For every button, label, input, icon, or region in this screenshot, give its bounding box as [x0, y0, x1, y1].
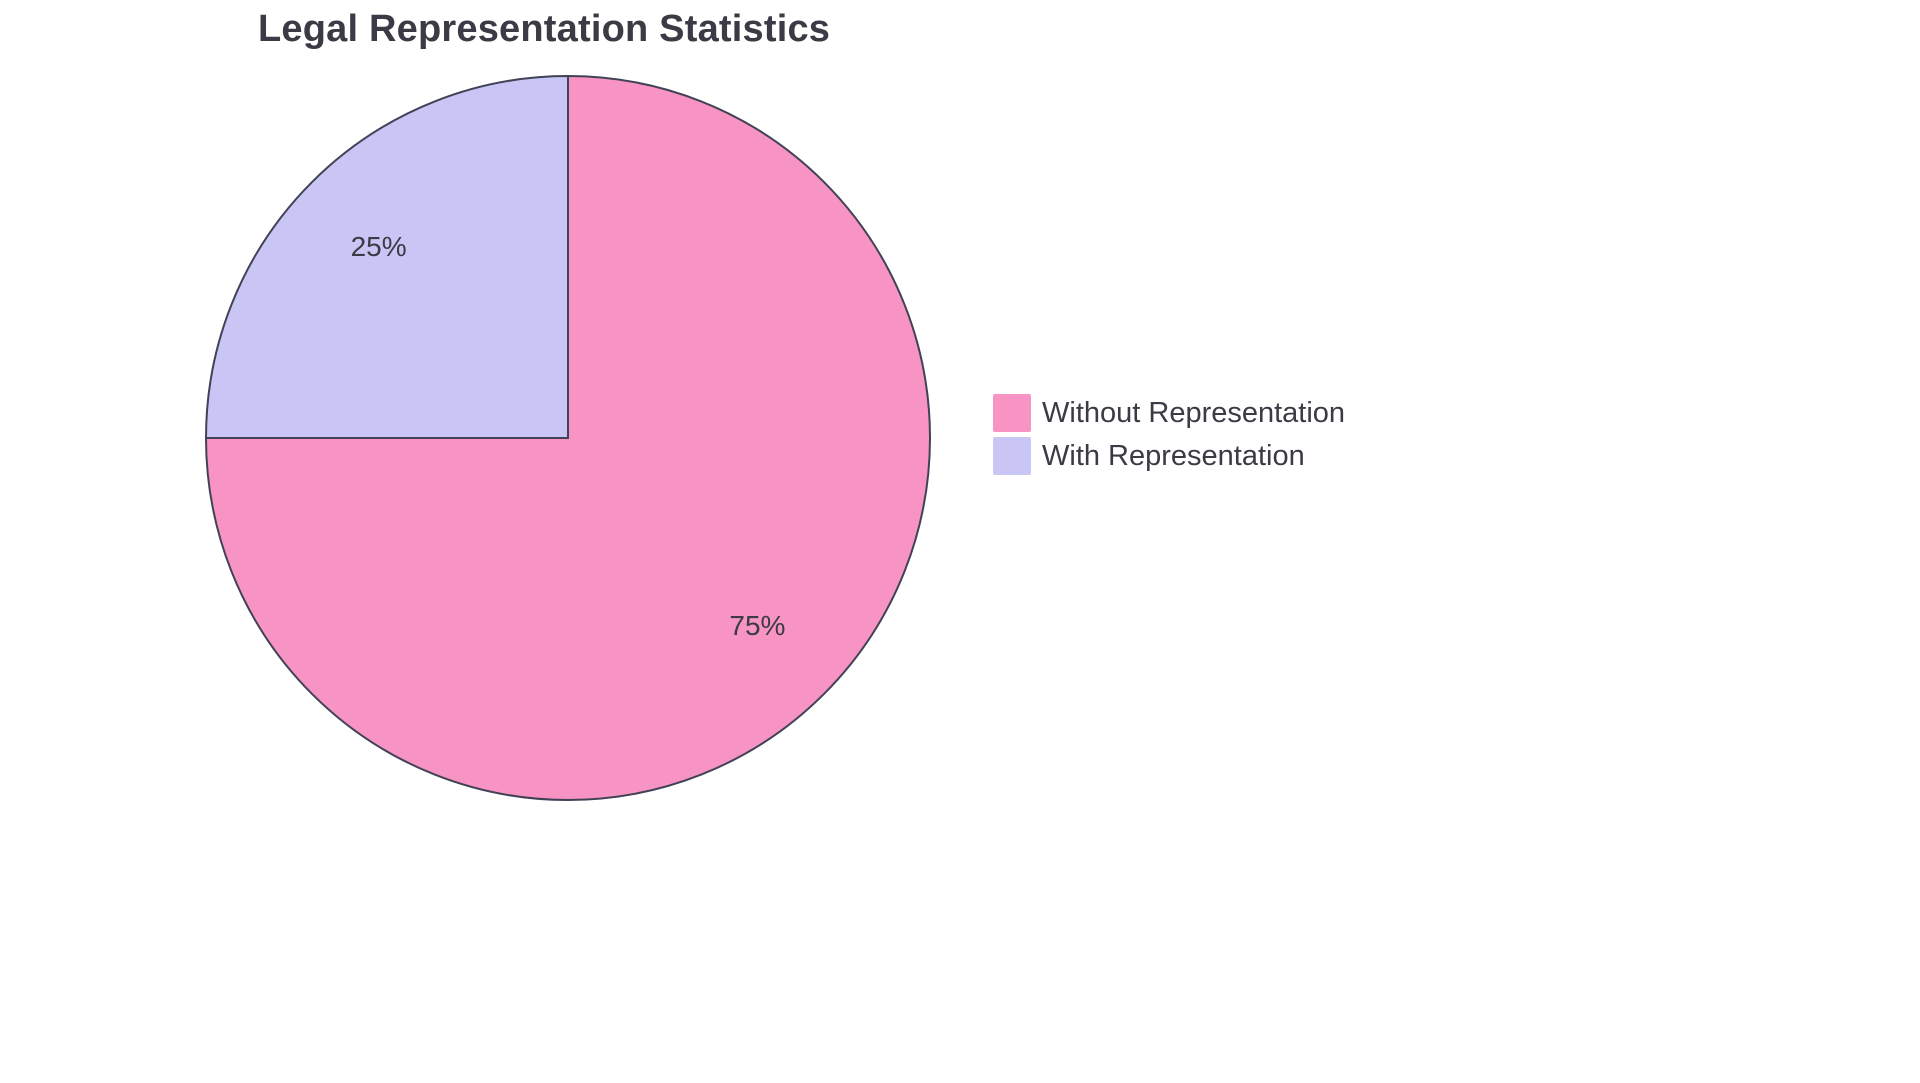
slice-value-label-0: 75% [729, 610, 785, 641]
legend-swatch-1 [993, 437, 1031, 475]
slice-value-label-1: 25% [351, 231, 407, 262]
pie-slice-1 [205, 75, 569, 439]
legend: Without Representation With Representatio… [993, 394, 1345, 475]
legend-label-0: Without Representation [1042, 396, 1346, 429]
legend-swatch-0 [993, 394, 1031, 432]
legend-item-0: Without Representation [993, 394, 1345, 432]
pie-chart: 75% 25% [205, 75, 931, 801]
legend-item-1: With Representation [993, 437, 1345, 475]
chart-title: Legal Representation Statistics [258, 8, 831, 50]
legend-label-1: With Representation [1042, 439, 1305, 472]
